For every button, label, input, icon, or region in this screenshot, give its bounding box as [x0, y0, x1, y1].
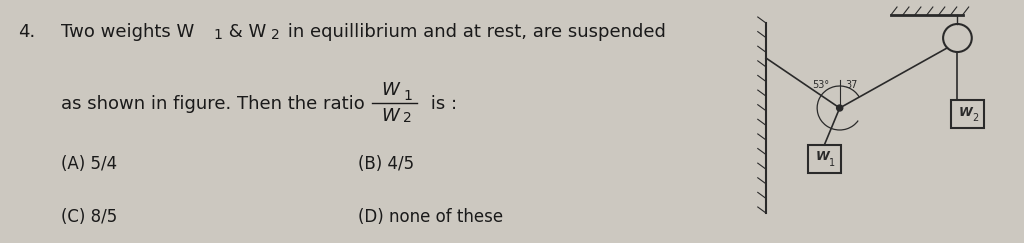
Text: (A) 5/4: (A) 5/4: [61, 155, 118, 173]
Text: Two weights W: Two weights W: [61, 23, 195, 41]
Text: (B) 4/5: (B) 4/5: [358, 155, 415, 173]
Text: (C) 8/5: (C) 8/5: [61, 208, 118, 226]
Text: is :: is :: [425, 95, 457, 113]
Text: W: W: [815, 150, 829, 164]
Text: 2: 2: [403, 111, 412, 125]
Text: as shown in figure. Then the ratio: as shown in figure. Then the ratio: [61, 95, 366, 113]
Text: 2: 2: [271, 28, 281, 42]
Text: 1: 1: [829, 158, 836, 168]
Text: (D) none of these: (D) none of these: [358, 208, 504, 226]
Text: W: W: [381, 81, 399, 99]
FancyBboxPatch shape: [808, 145, 841, 173]
Text: 1: 1: [213, 28, 222, 42]
Text: 4.: 4.: [18, 23, 36, 41]
Text: W: W: [958, 105, 973, 119]
Circle shape: [837, 105, 843, 111]
Text: 53°: 53°: [813, 80, 829, 90]
Text: 37: 37: [846, 80, 858, 90]
Text: W: W: [381, 107, 399, 125]
FancyBboxPatch shape: [951, 100, 984, 128]
Text: 2: 2: [973, 113, 979, 123]
Text: 1: 1: [403, 89, 412, 103]
Text: & W: & W: [223, 23, 266, 41]
Text: in equillibrium and at rest, are suspended: in equillibrium and at rest, are suspend…: [282, 23, 666, 41]
